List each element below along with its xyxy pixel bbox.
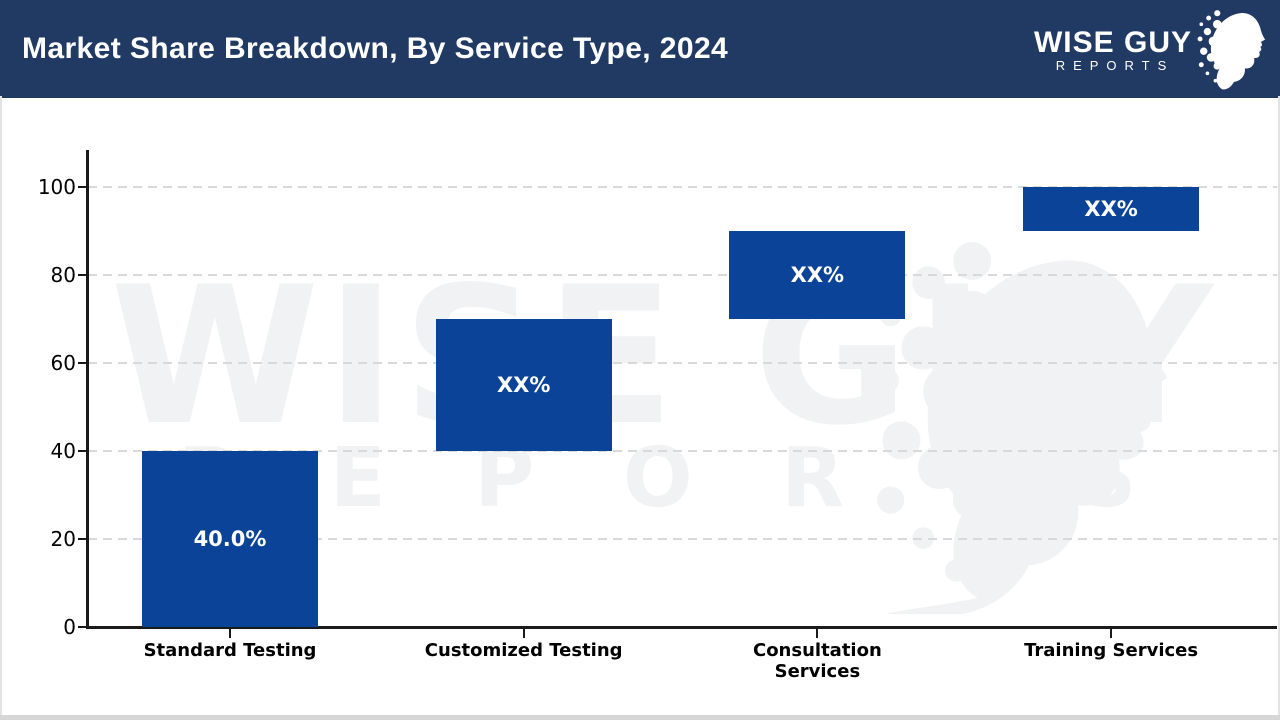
x-tick-4: [1110, 629, 1113, 638]
category-label-2: Customized Testing: [424, 640, 623, 661]
y-tick-label-100: 100: [37, 175, 76, 199]
y-tick-80: [78, 274, 88, 276]
bar-value-label-2: XX%: [496, 373, 551, 397]
bar-segment-4: [1023, 187, 1200, 231]
category-label-3: Consultation Services: [752, 640, 882, 683]
gridline-100: [88, 186, 1277, 188]
category-label-4: Training Services: [1024, 640, 1199, 661]
bar-value-label-4: XX%: [1084, 197, 1138, 221]
gridline-80: [88, 274, 1277, 276]
category-label-1: Standard Testing: [143, 640, 317, 661]
gridline-20: [88, 538, 1277, 540]
x-axis: [86, 626, 1277, 629]
y-tick-label-60: 60: [50, 351, 76, 375]
y-tick-label-40: 40: [50, 439, 76, 463]
x-tick-2: [522, 629, 525, 638]
gridline-60: [88, 362, 1277, 364]
wiseguy-logo: WISE GUY REPORTS: [1034, 4, 1270, 96]
x-tick-3: [816, 629, 819, 638]
header: Market Share Breakdown, By Service Type,…: [0, 0, 1280, 98]
page-title: Market Share Breakdown, By Service Type,…: [22, 32, 729, 65]
y-tick-label-80: 80: [50, 263, 76, 287]
bar-segment-1: [142, 451, 318, 627]
y-tick-label-0: 0: [63, 615, 76, 639]
logo-wordmark: WISE GUY REPORTS: [1034, 27, 1192, 73]
bar-value-label-1: 40.0%: [193, 527, 267, 551]
bar-value-label-3: XX%: [790, 263, 845, 287]
y-tick-100: [78, 186, 88, 188]
x-tick-1: [229, 629, 231, 638]
y-axis: [86, 150, 89, 629]
watermark-head-icon: [871, 241, 1168, 615]
bottom-border: [0, 715, 1280, 720]
bar-segment-3: [729, 231, 906, 319]
y-tick-20: [78, 538, 88, 540]
gridline-40: [88, 450, 1277, 452]
right-border: [1278, 96, 1280, 720]
bar-segment-2: [435, 319, 612, 451]
logo-wordmark-line2: REPORTS: [1055, 57, 1175, 73]
logo-wordmark-line1: WISE GUY: [1033, 26, 1192, 60]
y-tick-60: [78, 362, 88, 364]
y-tick-0: [78, 626, 88, 628]
left-border: [0, 96, 2, 720]
y-tick-40: [78, 450, 88, 452]
y-tick-label-20: 20: [50, 527, 76, 551]
logo-head-icon: [1197, 10, 1266, 90]
